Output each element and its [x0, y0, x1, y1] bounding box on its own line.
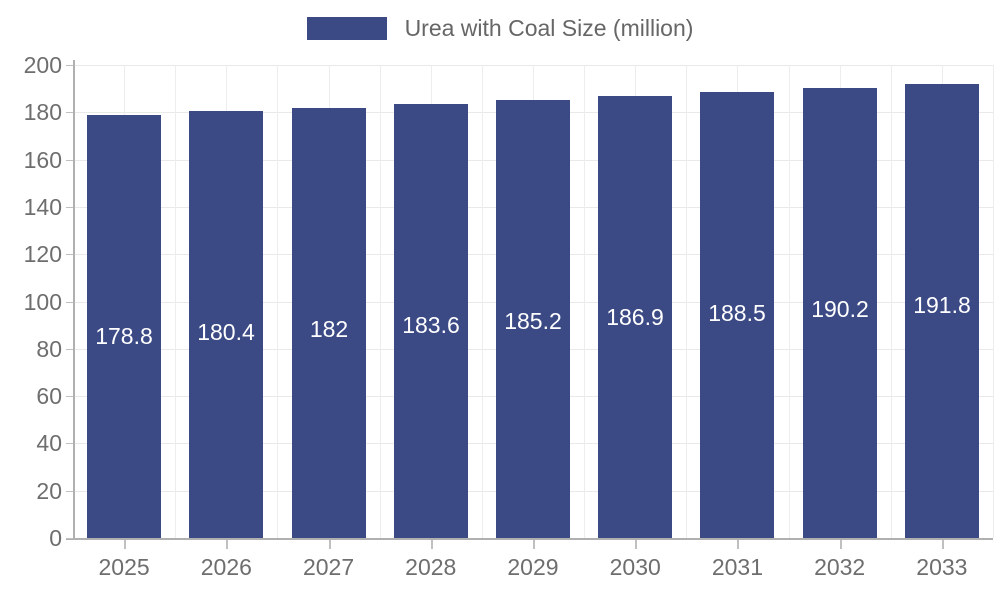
- gridline-vertical: [277, 65, 278, 538]
- y-axis-tick-label: 20: [36, 477, 62, 504]
- x-axis-tick-label: 2028: [405, 554, 457, 580]
- y-axis-tick-label: 160: [23, 146, 62, 173]
- bar[interactable]: 186.9: [598, 95, 672, 538]
- bar-value-label: 186.9: [606, 303, 664, 330]
- bar-value-label: 188.5: [708, 300, 766, 327]
- y-axis-tick-mark: [66, 396, 73, 398]
- gridline-vertical: [789, 65, 790, 538]
- chart-legend: Urea with Coal Size (million): [0, 10, 1000, 46]
- y-axis-tick-mark: [66, 538, 73, 539]
- bar[interactable]: 178.8: [87, 115, 161, 538]
- bar[interactable]: 182: [292, 107, 366, 538]
- bar[interactable]: 180.4: [189, 111, 263, 538]
- y-axis-tick-mark: [66, 65, 73, 66]
- bar-series-urea-with-coal-size: 178.8 180.4 182 183.6 185.2 186.9 188.5 190.2 19…: [73, 65, 993, 538]
- x-axis-tick-label: 2033: [916, 554, 968, 580]
- y-axis-tick-mark: [66, 112, 73, 114]
- gridline-vertical: [686, 65, 687, 538]
- y-axis-tick-label: 100: [23, 288, 62, 315]
- gridline-vertical: [482, 65, 483, 538]
- bar-value-label: 183.6: [402, 311, 460, 338]
- bar-value-label: 178.8: [95, 323, 153, 350]
- gridline-vertical: [175, 65, 176, 538]
- bar[interactable]: 185.2: [496, 100, 570, 538]
- x-axis-tick-mark: [840, 540, 842, 549]
- bar-value-label: 191.8: [913, 292, 971, 319]
- y-axis-tick-mark: [66, 490, 73, 492]
- gridline-vertical: [891, 65, 892, 538]
- x-axis-tick-label: 2025: [98, 554, 150, 580]
- bar[interactable]: 191.8: [905, 84, 979, 538]
- x-axis-tick-mark: [226, 540, 228, 549]
- y-axis-tick-mark: [66, 254, 73, 256]
- x-axis-tick-label: 2032: [814, 554, 866, 580]
- x-axis-tick-mark: [533, 540, 535, 549]
- y-axis-tick-label: 80: [36, 335, 62, 362]
- x-axis-tick-label: 2030: [609, 554, 661, 580]
- gridline-vertical: [584, 65, 585, 538]
- bar-value-label: 180.4: [197, 319, 255, 346]
- y-axis-tick-label: 60: [36, 383, 62, 410]
- y-axis-tick-label: 200: [23, 52, 62, 78]
- y-axis-tick-label: 140: [23, 193, 62, 220]
- x-axis-tick-mark: [635, 540, 637, 549]
- bar-value-label: 185.2: [504, 308, 562, 335]
- y-axis-tick-mark: [66, 348, 73, 350]
- bar-value-label: 182: [309, 315, 349, 342]
- x-axis-tick-mark: [942, 540, 944, 549]
- bar-value-label: 190.2: [811, 296, 869, 323]
- y-axis-tick-label: 180: [23, 99, 62, 126]
- legend-item-label: Urea with Coal Size (million): [404, 14, 694, 41]
- x-axis-tick-mark: [431, 540, 433, 549]
- y-axis-tick-label: 120: [23, 241, 62, 268]
- bar[interactable]: 183.6: [394, 103, 468, 538]
- gridline-vertical: [993, 65, 994, 538]
- legend-item-urea-with-coal-size[interactable]: Urea with Coal Size (million): [306, 14, 694, 41]
- x-axis-tick-label: 2026: [200, 554, 252, 580]
- y-axis-tick-labels: 0 20 40 60 80 100 120 140 160 180 200: [0, 0, 62, 600]
- x-axis-tick-mark: [124, 540, 126, 549]
- y-axis-tick-mark: [66, 301, 73, 303]
- y-axis-tick-mark: [66, 206, 73, 208]
- y-axis-tick-mark: [66, 159, 73, 161]
- y-axis-tick-mark: [66, 443, 73, 445]
- x-axis-line: [66, 538, 993, 540]
- x-axis-tick-mark: [329, 540, 331, 549]
- x-axis-tick-mark: [737, 540, 739, 549]
- x-axis-tick-label: 2031: [711, 554, 764, 580]
- y-axis-line: [73, 60, 75, 540]
- legend-color-swatch-icon: [306, 16, 387, 40]
- bar[interactable]: 190.2: [803, 88, 877, 538]
- gridline-vertical: [380, 65, 381, 538]
- y-axis-tick-label: 40: [36, 430, 62, 457]
- x-axis-tick-label: 2029: [507, 554, 559, 580]
- x-axis-tick-label: 2027: [302, 554, 355, 580]
- y-axis-tick-label: 0: [49, 525, 62, 551]
- bar[interactable]: 188.5: [700, 92, 774, 538]
